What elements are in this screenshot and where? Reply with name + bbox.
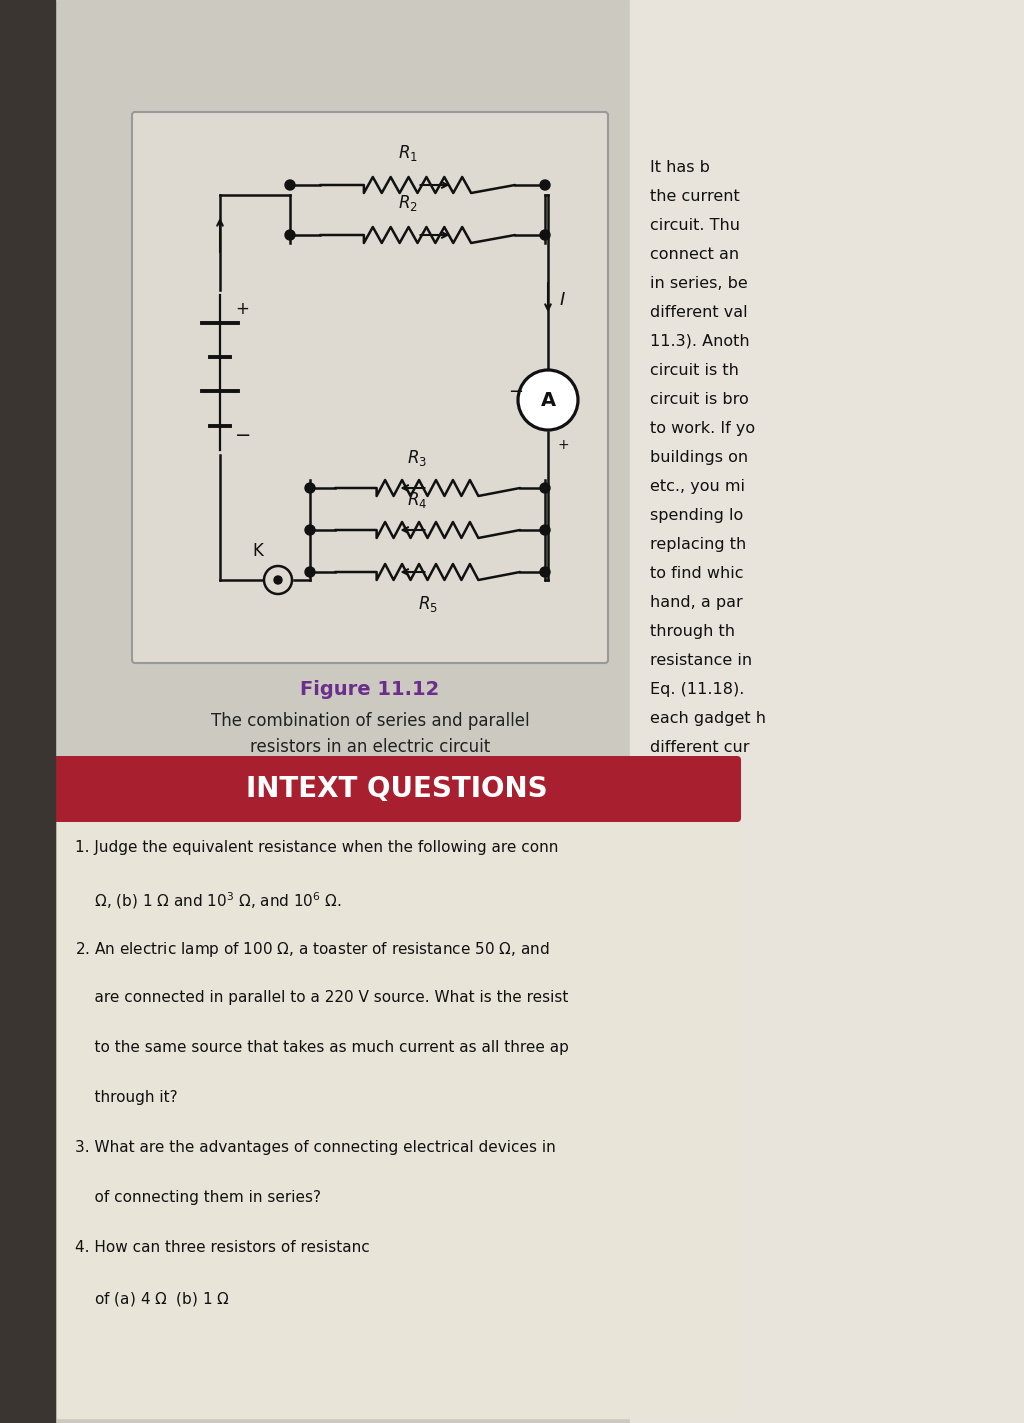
Text: 3. What are the advantages of connecting electrical devices in: 3. What are the advantages of connecting…	[75, 1140, 556, 1155]
Text: 1. Judge the equivalent resistance when the following are conn: 1. Judge the equivalent resistance when …	[75, 840, 558, 855]
Text: of (a) 4 $\Omega$  (b) 1 $\Omega$: of (a) 4 $\Omega$ (b) 1 $\Omega$	[75, 1291, 230, 1308]
Circle shape	[518, 370, 578, 430]
Text: −: −	[234, 425, 251, 445]
Text: buildings on: buildings on	[650, 450, 749, 465]
FancyBboxPatch shape	[132, 112, 608, 663]
Text: to the same source that takes as much current as all three ap: to the same source that takes as much cu…	[75, 1040, 569, 1054]
Circle shape	[264, 566, 292, 593]
Text: $R_4$: $R_4$	[408, 490, 428, 509]
Text: Eq. (11.18).: Eq. (11.18).	[650, 682, 744, 697]
Text: the current: the current	[650, 189, 739, 203]
Text: circuit is th: circuit is th	[650, 363, 739, 379]
Text: INTEXT QUESTIONS: INTEXT QUESTIONS	[246, 776, 548, 803]
Circle shape	[540, 231, 550, 240]
Circle shape	[305, 566, 315, 576]
Text: $R_3$: $R_3$	[408, 448, 427, 468]
Text: circuit is bro: circuit is bro	[650, 391, 749, 407]
Bar	[630, 0, 1024, 1423]
Circle shape	[274, 576, 282, 583]
Text: hand, a par: hand, a par	[650, 595, 742, 610]
Circle shape	[285, 231, 295, 240]
Text: through th: through th	[650, 625, 735, 639]
Circle shape	[540, 525, 550, 535]
FancyBboxPatch shape	[53, 756, 741, 822]
Text: different val: different val	[650, 305, 748, 320]
Circle shape	[540, 566, 550, 576]
Text: $R_5$: $R_5$	[418, 593, 437, 613]
Text: etc., you mi: etc., you mi	[650, 480, 745, 494]
Text: A: A	[541, 390, 556, 410]
Text: different cur: different cur	[650, 740, 750, 756]
Text: K: K	[253, 542, 263, 561]
Circle shape	[540, 482, 550, 492]
Bar	[57, 818, 737, 1417]
Text: to work. If yo: to work. If yo	[650, 421, 755, 435]
Text: of connecting them in series?: of connecting them in series?	[75, 1190, 321, 1205]
Circle shape	[540, 179, 550, 191]
Text: Figure 11.12: Figure 11.12	[300, 680, 439, 699]
Text: $R_1$: $R_1$	[397, 142, 418, 164]
Text: $\Omega$, (b) 1 $\Omega$ and 10$^3$ $\Omega$, and 10$^6$ $\Omega$.: $\Omega$, (b) 1 $\Omega$ and 10$^3$ $\Om…	[75, 889, 342, 911]
Text: 4. How can three resistors of resistanc: 4. How can three resistors of resistanc	[75, 1239, 370, 1255]
Text: 2. An electric lamp of 100 $\Omega$, a toaster of resistance 50 $\Omega$, and: 2. An electric lamp of 100 $\Omega$, a t…	[75, 941, 550, 959]
Bar	[0, 0, 55, 1423]
Text: connect an: connect an	[650, 248, 739, 262]
Text: The combination of series and parallel
resistors in an electric circuit: The combination of series and parallel r…	[211, 712, 529, 757]
Text: resistance in: resistance in	[650, 653, 752, 667]
Circle shape	[305, 482, 315, 492]
Text: in series, be: in series, be	[650, 276, 748, 290]
Text: +: +	[234, 300, 249, 317]
Text: each gadget h: each gadget h	[650, 712, 766, 726]
Text: through it?: through it?	[75, 1090, 177, 1106]
Circle shape	[285, 179, 295, 191]
Text: 11.3). Anoth: 11.3). Anoth	[650, 334, 750, 349]
Text: to find whic: to find whic	[650, 566, 743, 581]
Text: $R_2$: $R_2$	[397, 194, 418, 213]
Circle shape	[305, 525, 315, 535]
Text: I: I	[560, 290, 565, 309]
Text: spending lo: spending lo	[650, 508, 743, 524]
Text: It has b: It has b	[650, 159, 710, 175]
Text: replacing th: replacing th	[650, 536, 746, 552]
Text: −: −	[508, 383, 523, 401]
Text: are connected in parallel to a 220 V source. What is the resist: are connected in parallel to a 220 V sou…	[75, 990, 568, 1005]
Text: +: +	[557, 438, 568, 453]
Text: circuit. Thu: circuit. Thu	[650, 218, 740, 233]
